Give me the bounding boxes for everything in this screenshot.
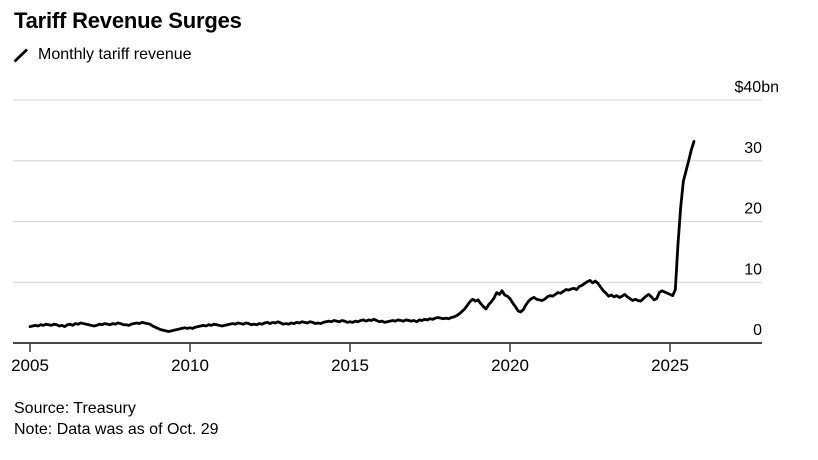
y-tick-label-30: 30 — [744, 140, 762, 157]
chart-footnotes: Source: Treasury Note: Data was as of Oc… — [14, 398, 219, 440]
legend-label: Monthly tariff revenue — [38, 46, 192, 63]
y-tick-label-20: 20 — [744, 201, 762, 218]
tariff-revenue-series-line — [28, 139, 696, 333]
x-tick-label-2015: 2015 — [331, 356, 369, 375]
source-note: Source: Treasury — [14, 400, 136, 417]
x-tick-label-2005: 2005 — [11, 356, 49, 375]
y-tick-label-10: 10 — [744, 261, 762, 278]
x-tick-label-2020: 2020 — [491, 356, 529, 375]
line-style-icon — [13, 47, 28, 63]
x-tick-label-2025: 2025 — [651, 356, 689, 375]
y-axis-unit-label: $40bn — [735, 79, 780, 96]
asof-note: Note: Data was as of Oct. 29 — [14, 421, 219, 438]
y-tick-label-0: 0 — [753, 322, 762, 339]
legend: Monthly tariff revenue — [13, 46, 192, 64]
x-tick-label-2010: 2010 — [171, 356, 209, 375]
page-title: Tariff Revenue Surges — [14, 8, 242, 33]
